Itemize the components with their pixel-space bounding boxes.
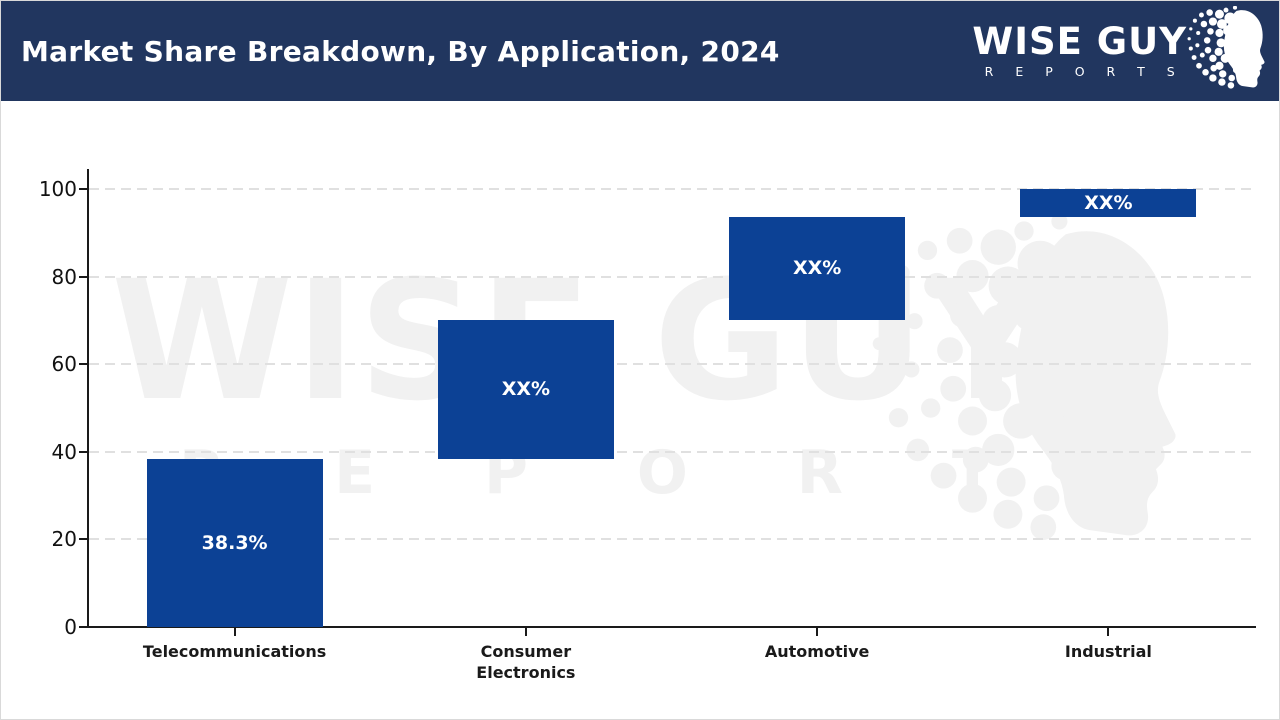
gridline: [89, 363, 1254, 366]
category-label: Industrial: [1064, 642, 1152, 661]
bar-value-label: 38.3%: [201, 532, 268, 555]
page-title: Market Share Breakdown, By Application, …: [21, 34, 780, 68]
gridline: [89, 538, 1254, 541]
bar-value-label: XX%: [792, 257, 842, 280]
y-tick-mark: [79, 538, 87, 541]
x-tick-mark: [1107, 628, 1110, 636]
bar-consumer-electronics: XX%: [437, 319, 614, 460]
brand-logo: WISE GUY R E P O R T S: [972, 6, 1267, 96]
bar-industrial: XX%: [1020, 189, 1197, 218]
category-label: Telecommunications: [142, 642, 327, 661]
category-label: Consumer Electronics: [476, 642, 576, 682]
y-tick-label: 80: [51, 264, 77, 289]
y-tick-mark: [79, 275, 87, 278]
y-tick-label: 20: [51, 527, 77, 552]
bar-telecommunications: 38.3%: [146, 459, 323, 627]
y-tick-label: 60: [51, 352, 77, 377]
header-bar: Market Share Breakdown, By Application, …: [1, 1, 1279, 101]
brand-wordmark: WISE GUY: [972, 20, 1187, 64]
y-tick-mark: [79, 188, 87, 190]
bar-value-label: XX%: [1084, 192, 1133, 215]
bar-automotive: XX%: [729, 217, 906, 320]
x-tick-mark: [233, 628, 236, 636]
y-tick-label: 0: [64, 615, 77, 639]
gridline: [89, 275, 1254, 278]
y-tick-mark: [79, 363, 87, 366]
y-tick-label: 40: [51, 439, 77, 464]
gridline: [89, 188, 1254, 190]
gridline: [89, 450, 1254, 453]
x-tick-mark: [524, 628, 527, 636]
brand-logo-text: WISE GUY R E P O R T S: [972, 23, 1187, 79]
y-axis-line: [87, 169, 89, 628]
brand-subtext: R E P O R T S: [984, 64, 1184, 80]
x-axis-line: [87, 626, 1256, 628]
y-tick-mark: [79, 450, 87, 453]
y-tick-mark: [79, 626, 87, 628]
y-tick-label: 100: [38, 177, 77, 201]
x-tick-mark: [816, 628, 819, 636]
bar-value-label: XX%: [501, 378, 551, 401]
category-label: Automotive: [764, 642, 870, 661]
